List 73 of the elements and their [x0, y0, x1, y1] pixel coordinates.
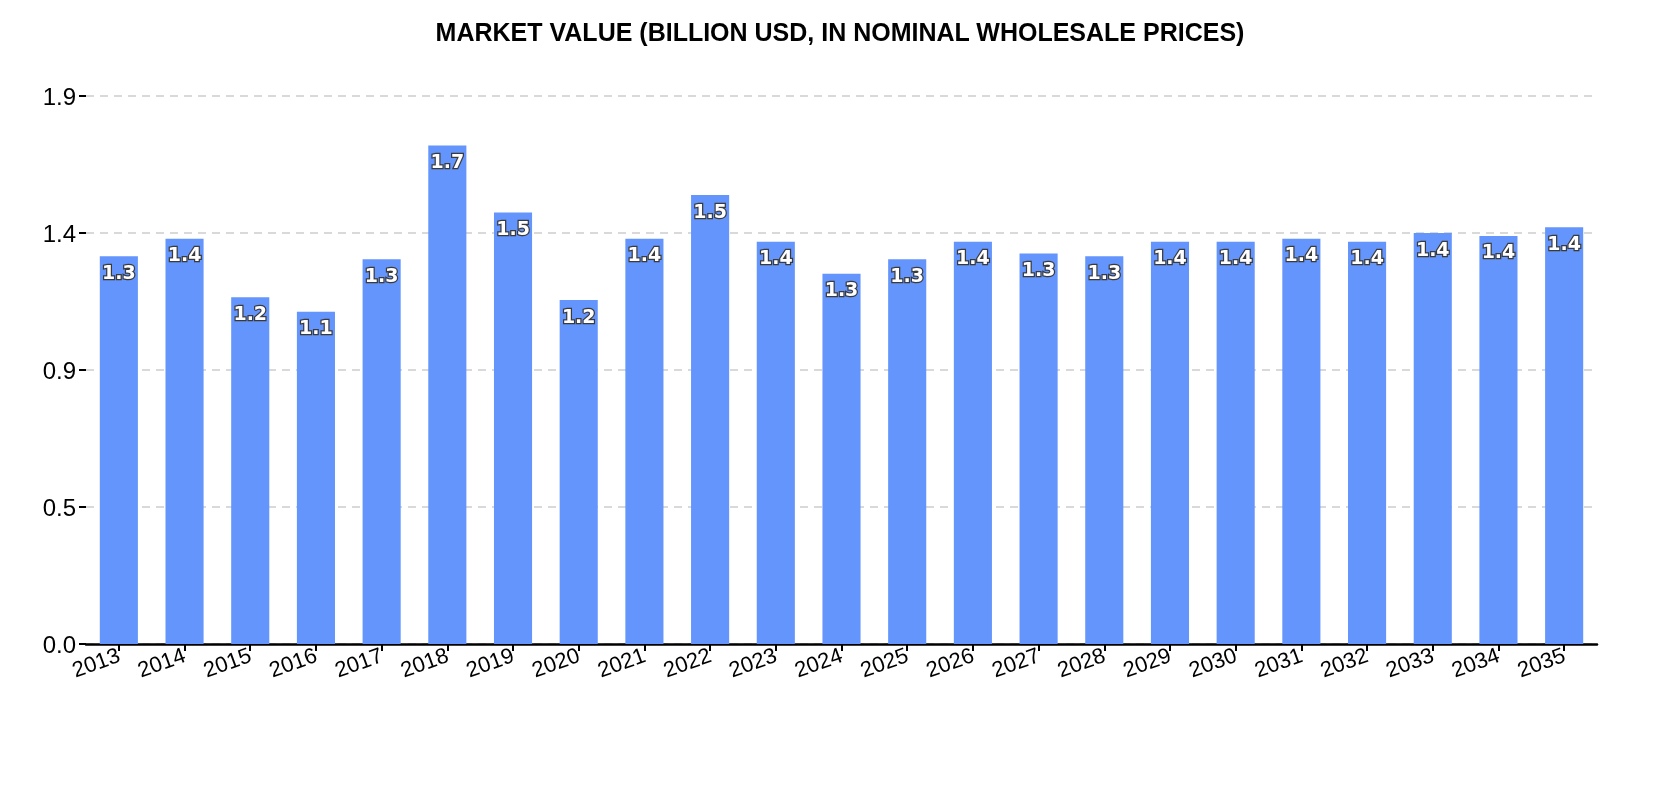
- chart-title: MARKET VALUE (BILLION USD, IN NOMINAL WHOLESALE PRICES): [435, 17, 1245, 46]
- x-tick-label: 2022: [659, 642, 715, 683]
- data-label: 1.4: [1481, 240, 1516, 263]
- x-tick-label: 2021: [594, 642, 649, 683]
- data-label: 1.4: [1415, 237, 1450, 260]
- bar: [625, 238, 664, 644]
- bar: [1019, 253, 1058, 644]
- bar: [1216, 241, 1255, 644]
- x-tick-label: 2016: [265, 642, 321, 683]
- x-tick-label: 2035: [1513, 642, 1569, 683]
- x-tick-label: 2031: [1251, 642, 1306, 683]
- bar: [296, 311, 335, 644]
- bar: [1150, 241, 1190, 644]
- x-tick-label: 2034: [1448, 642, 1503, 683]
- bar: [1085, 256, 1124, 644]
- x-tick-label: 2020: [528, 642, 583, 683]
- bar: [165, 238, 204, 644]
- data-label: 1.7: [430, 150, 465, 173]
- x-tick-label: 2023: [725, 642, 781, 683]
- data-label: 1.4: [627, 243, 662, 266]
- bar: [362, 259, 401, 644]
- x-tick-label: 2028: [1054, 642, 1109, 683]
- y-tick-label: 1.4: [42, 219, 76, 247]
- data-label: 1.3: [824, 278, 859, 301]
- bar: [691, 195, 730, 644]
- bar: [559, 300, 598, 644]
- data-label: 1.4: [758, 246, 793, 269]
- data-label: 1.4: [1218, 246, 1253, 269]
- bar: [1348, 241, 1387, 644]
- x-tick-label: 2030: [1185, 642, 1240, 683]
- x-tick-label: 2027: [988, 642, 1043, 683]
- data-label: 1.1: [299, 316, 333, 339]
- data-label: 1.4: [1547, 231, 1581, 254]
- x-tick-label: 2015: [199, 642, 255, 683]
- bar: [1282, 238, 1321, 644]
- bar: [428, 145, 467, 644]
- data-label: 1.4: [167, 243, 202, 266]
- x-tick-label: 2029: [1119, 642, 1175, 683]
- data-label: 1.2: [233, 301, 268, 324]
- data-label: 1.4: [1284, 243, 1319, 266]
- x-tick-label: 2019: [462, 642, 518, 683]
- bar: [493, 212, 533, 644]
- data-label: 1.3: [1087, 260, 1122, 283]
- bar: [231, 297, 270, 644]
- bar: [99, 256, 138, 644]
- data-label: 1.3: [102, 260, 136, 283]
- data-label: 1.4: [1350, 246, 1384, 269]
- bar: [953, 241, 992, 644]
- y-tick-label: 0.9: [42, 356, 76, 384]
- x-tick-label: 2032: [1316, 642, 1372, 683]
- bar: [1479, 235, 1518, 644]
- data-label: 1.5: [693, 199, 727, 222]
- bar: [1545, 227, 1584, 644]
- x-tick-label: 2025: [856, 642, 912, 683]
- x-tick-label: 2014: [134, 642, 189, 683]
- x-tick-label: 2024: [791, 642, 846, 683]
- x-tick-label: 2033: [1382, 642, 1438, 683]
- data-label: 1.2: [561, 304, 596, 327]
- y-tick-label: 1.9: [42, 82, 76, 110]
- data-label: 1.3: [890, 263, 925, 286]
- x-tick-label: 2017: [331, 642, 386, 683]
- bar: [756, 241, 795, 644]
- x-tick-label: 2026: [922, 642, 978, 683]
- bar: [822, 273, 861, 644]
- bar: [1413, 233, 1452, 644]
- bar: [888, 259, 927, 644]
- data-label: 1.4: [1153, 246, 1187, 269]
- data-label: 1.3: [1021, 257, 1056, 280]
- data-label: 1.3: [364, 263, 399, 286]
- x-tick-label: 2018: [397, 642, 452, 683]
- data-label: 1.5: [496, 217, 530, 240]
- y-tick-label: 0.5: [42, 493, 76, 521]
- data-label: 1.4: [956, 246, 990, 269]
